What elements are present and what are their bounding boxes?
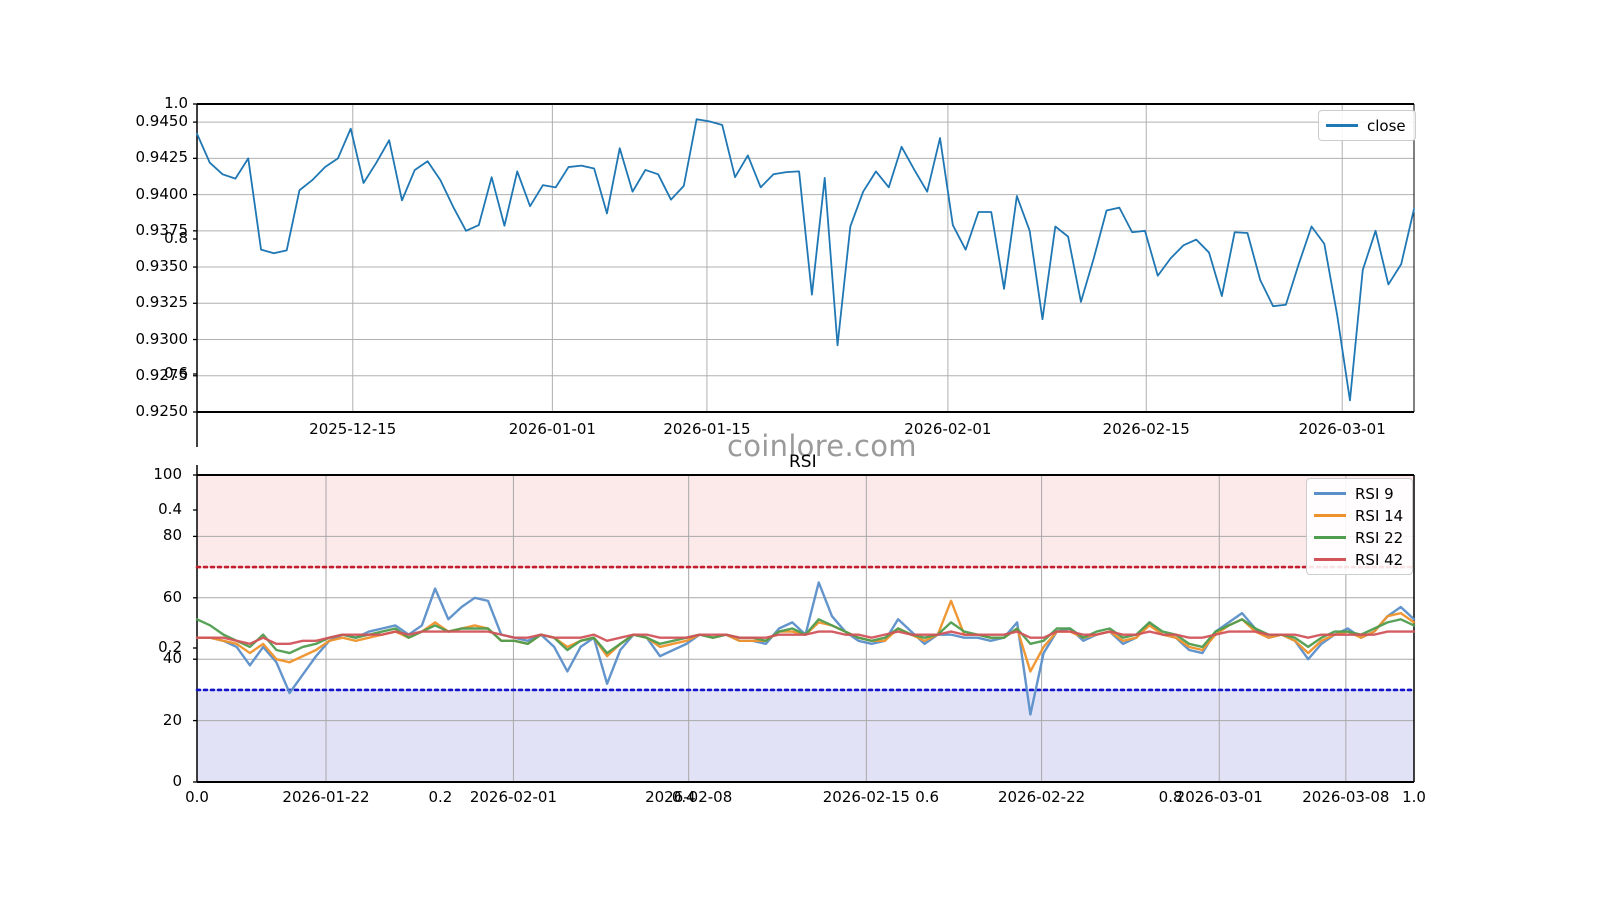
axis-tick-label: 0.6 <box>164 364 188 382</box>
price-chart-panel: 0.9450 0.9425 0.9400 0.9375 0.9350 0.9325 0.93… <box>135 94 1416 447</box>
axis-tick-label: 0.9300 <box>135 329 189 348</box>
rsi-title: RSI <box>789 452 817 472</box>
axis-tick-label: 2025-12-15 <box>309 420 397 438</box>
rsi-legend[interactable]: RSI 9 RSI 14 RSI 22 RSI 42 <box>1306 478 1414 575</box>
axis-tick-label: 0.9250 <box>135 402 189 420</box>
legend-item-label: RSI 9 <box>1355 484 1394 503</box>
axis-tick-label: 100 <box>153 465 182 483</box>
axis-tick-label: 2026-01-15 <box>663 420 751 438</box>
axis-tick-label: 1.0 <box>164 94 188 112</box>
watermark: coinlore.com <box>727 429 917 463</box>
legend-item-label: RSI 22 <box>1355 528 1404 547</box>
axis-tick-label: 20 <box>162 710 182 729</box>
axis-tick-label: 80 <box>162 526 182 545</box>
price-legend[interactable]: close <box>1318 110 1416 141</box>
axis-tick-label: 0.6 <box>915 788 940 806</box>
rsi-plot-area <box>193 465 1416 783</box>
axis-tick-label: 0.8 <box>164 229 188 247</box>
axis-tick-label: 2026-01-22 <box>282 788 370 806</box>
axis-tick-label: 1.0 <box>1402 788 1426 806</box>
axis-tick-label: 0.9350 <box>135 257 189 276</box>
legend-item-label: close <box>1367 116 1406 135</box>
rsi-series-line <box>195 599 1416 673</box>
legend-line-swatch <box>1326 124 1358 127</box>
legend-item-label: RSI 42 <box>1355 550 1404 569</box>
axis-tick-label: 0.9325 <box>135 293 189 312</box>
axis-tick-label: 0.2 <box>428 788 453 806</box>
axis-tick-label: 2026-03-01 <box>1298 420 1386 438</box>
axis-tick-label: 0.8 <box>1158 788 1183 806</box>
legend-line-swatch <box>1314 536 1346 539</box>
legend-item[interactable]: RSI 9 <box>1314 484 1403 503</box>
axis-tick-label: 0.0 <box>185 788 209 806</box>
axis-tick-label: 2026-02-15 <box>1102 420 1190 438</box>
axis-tick-label: 0.9450 <box>135 112 189 131</box>
axis-tick-label: 2026-02-01 <box>904 420 992 438</box>
rsi-chart-panel: 100 80 60 40 20 0 0.4 0.2 2026-01-22 2026-02-01… <box>0 460 1600 900</box>
axis-tick-label: 2026-02-08 <box>645 788 733 806</box>
legend-item[interactable]: RSI 22 <box>1314 528 1403 547</box>
legend-line-swatch <box>1314 514 1346 517</box>
legend-line-swatch <box>1314 492 1346 495</box>
axis-tick-label: 2026-01-01 <box>508 420 596 438</box>
axis-tick-label: 2026-02-22 <box>998 788 1086 806</box>
legend-line-swatch <box>1314 558 1346 561</box>
legend-item-label: RSI 14 <box>1355 506 1404 525</box>
axis-tick-label: 0.9275 <box>135 365 189 384</box>
axis-tick-label: 0.4 <box>158 500 182 518</box>
axis-tick-label: 0.2 <box>158 638 182 656</box>
price-plot-area <box>193 103 1415 447</box>
legend-item[interactable]: close <box>1326 116 1406 135</box>
legend-item[interactable]: RSI 42 <box>1314 550 1403 569</box>
price-series-line <box>196 118 1415 402</box>
axis-tick-label: 0.9400 <box>135 184 189 203</box>
rsi-zone-band <box>197 689 1414 782</box>
axis-tick-label: 0.9375 <box>135 220 189 239</box>
axis-tick-label: 60 <box>162 587 182 606</box>
rsi-series-line <box>195 630 1416 646</box>
legend-item[interactable]: RSI 14 <box>1314 506 1403 525</box>
rsi-zone-band <box>197 475 1414 568</box>
axis-tick-label: 2026-02-15 <box>822 788 910 806</box>
axis-tick-label: 0.4 <box>671 788 696 806</box>
axis-tick-label: 2026-02-01 <box>469 788 557 806</box>
axis-tick-label: 40 <box>162 649 182 668</box>
axis-tick-label: 2026-03-01 <box>1175 788 1263 806</box>
axis-tick-label: 0.9425 <box>135 148 189 167</box>
axis-tick-label: 0 <box>172 772 182 790</box>
axis-tick-label: 2026-03-08 <box>1302 788 1390 806</box>
